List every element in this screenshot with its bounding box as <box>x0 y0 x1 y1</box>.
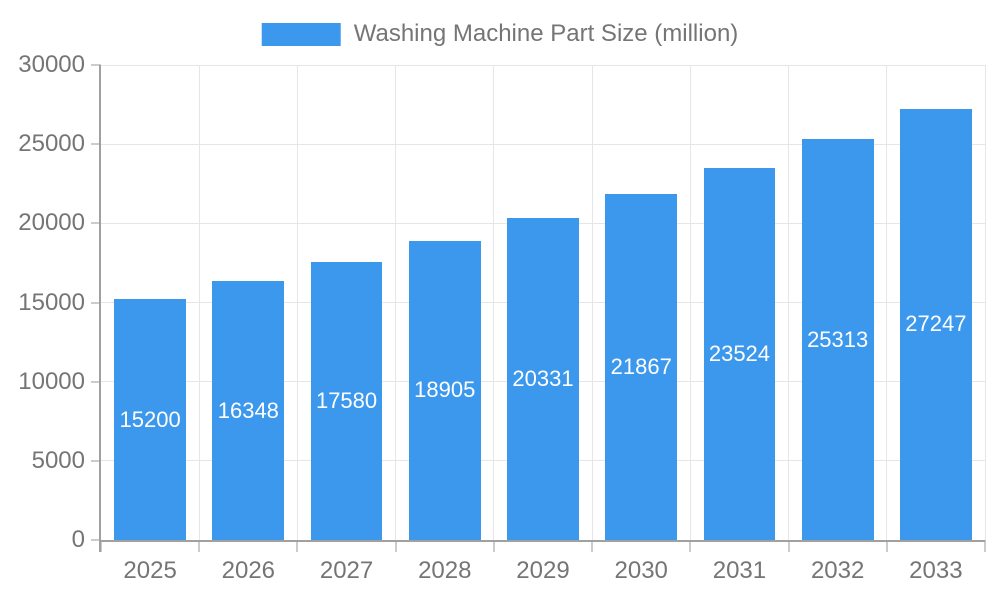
x-axis-label: 2032 <box>810 557 865 584</box>
bar-value-label: 17580 <box>315 387 378 413</box>
bar <box>801 139 874 540</box>
x-axis-tick <box>885 540 888 552</box>
bar-value-label: 21867 <box>610 353 672 379</box>
bar <box>310 261 383 540</box>
y-axis-label: 0 <box>71 526 85 553</box>
bar-value-label: 18905 <box>414 377 476 403</box>
y-axis-tick <box>91 301 101 304</box>
x-gridline <box>198 65 200 540</box>
x-gridline <box>886 65 888 540</box>
x-axis-tick <box>492 540 495 552</box>
bar-value-label: 27247 <box>905 311 967 337</box>
y-gridline <box>101 64 985 66</box>
legend-swatch <box>261 22 341 46</box>
bar-value-label: 15200 <box>119 406 181 432</box>
bar <box>703 167 776 540</box>
x-axis-tick <box>787 540 790 552</box>
x-axis-tick <box>591 540 594 552</box>
y-axis-label: 15000 <box>18 288 85 316</box>
y-axis-label: 20000 <box>18 209 85 237</box>
x-axis-tick <box>394 540 397 552</box>
y-axis-tick <box>91 64 101 66</box>
bar <box>900 108 972 540</box>
x-axis-label: 2031 <box>712 557 767 584</box>
x-axis-label: 2026 <box>221 557 276 584</box>
bar <box>114 299 186 540</box>
x-axis-tick <box>296 540 299 552</box>
x-gridline <box>296 65 298 540</box>
x-axis-label: 2030 <box>614 557 668 584</box>
y-gridline <box>101 143 985 145</box>
y-axis-label: 5000 <box>31 446 85 474</box>
x-gridline <box>984 65 986 540</box>
x-axis-tick <box>198 540 201 552</box>
x-axis-label: 2028 <box>418 557 472 584</box>
y-axis-tick <box>91 459 101 462</box>
x-gridline <box>591 65 593 540</box>
y-axis-line <box>99 65 101 552</box>
x-axis-label: 2025 <box>123 557 177 584</box>
y-axis-label: 30000 <box>18 51 85 78</box>
bar-value-label: 25313 <box>807 326 869 352</box>
legend-label: Washing Machine Part Size (million) <box>353 20 739 47</box>
x-gridline <box>493 65 495 540</box>
x-gridline <box>395 65 397 540</box>
y-axis-label: 10000 <box>18 367 85 395</box>
bar <box>212 281 285 540</box>
y-axis-tick <box>91 539 101 541</box>
x-axis-tick <box>984 540 986 552</box>
bar-value-label: 20331 <box>512 366 574 392</box>
x-axis-label: 2027 <box>319 557 374 584</box>
x-gridline <box>788 65 790 540</box>
legend-item[interactable]: Washing Machine Part Size (million) <box>261 20 739 48</box>
bar-value-label: 23524 <box>708 340 771 366</box>
bar <box>507 218 579 540</box>
bar <box>408 240 481 540</box>
bar <box>605 193 678 540</box>
x-axis-line <box>99 540 985 542</box>
x-axis-label: 2029 <box>516 557 570 584</box>
x-axis-label: 2033 <box>909 557 963 584</box>
x-axis-tick <box>100 540 102 552</box>
y-axis-label: 25000 <box>18 130 85 158</box>
y-axis-tick <box>91 143 101 146</box>
y-axis-tick <box>91 222 101 225</box>
y-axis-tick <box>91 380 101 383</box>
x-gridline <box>689 65 691 540</box>
bar-value-label: 16348 <box>217 397 279 423</box>
x-axis-tick <box>689 540 692 552</box>
